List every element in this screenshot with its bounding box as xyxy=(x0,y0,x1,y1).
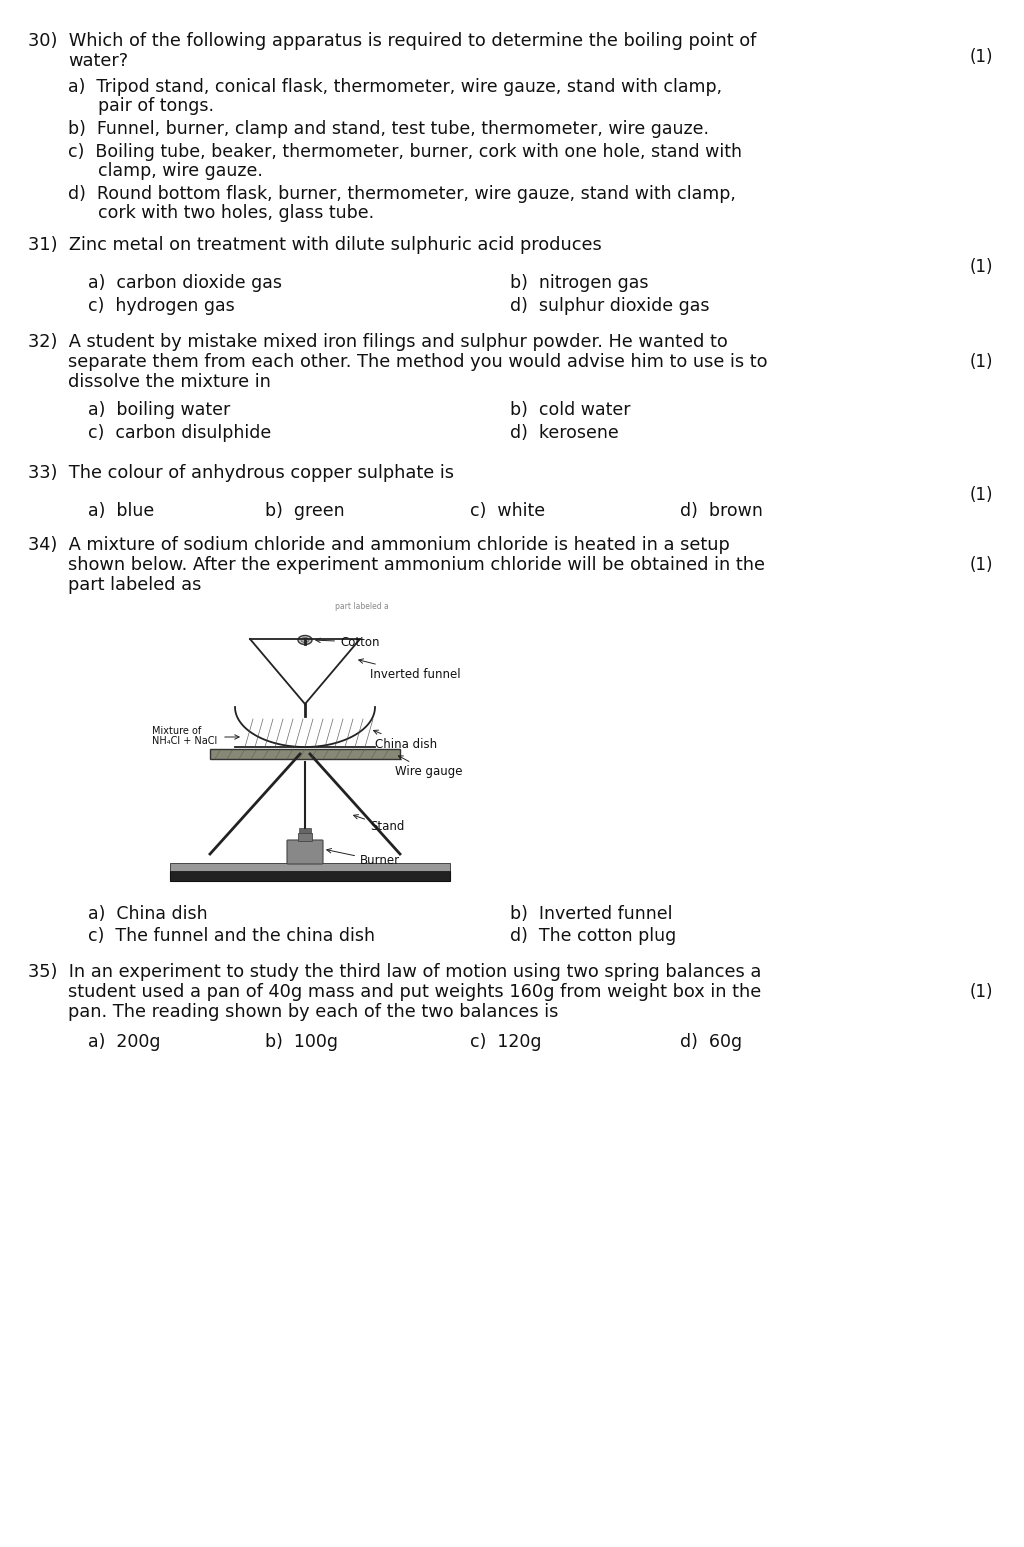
Text: (1): (1) xyxy=(970,982,993,1001)
Ellipse shape xyxy=(298,636,312,645)
Text: Mixture of: Mixture of xyxy=(152,726,202,736)
Text: cork with two holes, glass tube.: cork with two holes, glass tube. xyxy=(98,204,374,223)
Text: d)  60g: d) 60g xyxy=(680,1033,742,1050)
Text: a)  boiling water: a) boiling water xyxy=(88,401,230,419)
Text: d)  brown: d) brown xyxy=(680,501,763,520)
Text: Stand: Stand xyxy=(353,815,404,834)
Text: 33)  The colour of anhydrous copper sulphate is: 33) The colour of anhydrous copper sulph… xyxy=(28,464,454,483)
Text: b)  cold water: b) cold water xyxy=(510,401,631,419)
Bar xyxy=(210,749,400,760)
Text: a)  200g: a) 200g xyxy=(88,1033,161,1050)
Text: b)  100g: b) 100g xyxy=(265,1033,338,1050)
Text: separate them from each other. The method you would advise him to use is to: separate them from each other. The metho… xyxy=(68,353,768,371)
Text: Inverted funnel: Inverted funnel xyxy=(358,659,461,681)
FancyBboxPatch shape xyxy=(287,840,323,865)
Text: pair of tongs.: pair of tongs. xyxy=(98,97,214,114)
Text: c)  120g: c) 120g xyxy=(470,1033,542,1050)
Text: b)  Funnel, burner, clamp and stand, test tube, thermometer, wire gauze.: b) Funnel, burner, clamp and stand, test… xyxy=(68,121,709,138)
Bar xyxy=(170,863,450,871)
Text: c)  white: c) white xyxy=(470,501,545,520)
Text: 34)  A mixture of sodium chloride and ammonium chloride is heated in a setup: 34) A mixture of sodium chloride and amm… xyxy=(28,535,730,554)
Text: (1): (1) xyxy=(970,48,993,67)
Text: clamp, wire gauze.: clamp, wire gauze. xyxy=(98,162,263,179)
Text: (1): (1) xyxy=(970,555,993,574)
Text: 30)  Which of the following apparatus is required to determine the boiling point: 30) Which of the following apparatus is … xyxy=(28,32,757,50)
Text: b)  nitrogen gas: b) nitrogen gas xyxy=(510,274,648,292)
Text: d)  kerosene: d) kerosene xyxy=(510,424,618,442)
Bar xyxy=(298,832,312,842)
Text: (1): (1) xyxy=(970,353,993,371)
Text: part labeled as: part labeled as xyxy=(68,575,202,594)
Text: Wire gauge: Wire gauge xyxy=(395,756,463,778)
Text: c)  hydrogen gas: c) hydrogen gas xyxy=(88,297,234,316)
Text: NH₄Cl + NaCl: NH₄Cl + NaCl xyxy=(152,736,217,746)
Text: c)  carbon disulphide: c) carbon disulphide xyxy=(88,424,271,442)
Text: b)  Inverted funnel: b) Inverted funnel xyxy=(510,905,673,924)
Text: a)  carbon dioxide gas: a) carbon dioxide gas xyxy=(88,274,282,292)
Text: 32)  A student by mistake mixed iron filings and sulphur powder. He wanted to: 32) A student by mistake mixed iron fili… xyxy=(28,333,728,351)
Bar xyxy=(170,871,450,880)
Text: c)  The funnel and the china dish: c) The funnel and the china dish xyxy=(88,927,375,945)
Bar xyxy=(299,828,311,832)
Text: Cotton: Cotton xyxy=(315,636,380,648)
Text: b)  green: b) green xyxy=(265,501,345,520)
Ellipse shape xyxy=(301,637,309,642)
Text: d)  sulphur dioxide gas: d) sulphur dioxide gas xyxy=(510,297,710,316)
Text: China dish: China dish xyxy=(374,730,437,750)
Text: part labeled a: part labeled a xyxy=(335,602,389,611)
Text: pan. The reading shown by each of the two balances is: pan. The reading shown by each of the tw… xyxy=(68,1002,558,1021)
Text: d)  Round bottom flask, burner, thermometer, wire gauze, stand with clamp,: d) Round bottom flask, burner, thermomet… xyxy=(68,186,736,203)
Text: 31)  Zinc metal on treatment with dilute sulphuric acid produces: 31) Zinc metal on treatment with dilute … xyxy=(28,237,602,254)
Text: Burner: Burner xyxy=(327,849,400,868)
Text: a)  China dish: a) China dish xyxy=(88,905,208,924)
Text: 35)  In an experiment to study the third law of motion using two spring balances: 35) In an experiment to study the third … xyxy=(28,962,762,981)
Text: c)  Boiling tube, beaker, thermometer, burner, cork with one hole, stand with: c) Boiling tube, beaker, thermometer, bu… xyxy=(68,142,742,161)
Text: (1): (1) xyxy=(970,486,993,504)
Text: student used a pan of 40g mass and put weights 160g from weight box in the: student used a pan of 40g mass and put w… xyxy=(68,982,761,1001)
Text: d)  The cotton plug: d) The cotton plug xyxy=(510,927,676,945)
Text: dissolve the mixture in: dissolve the mixture in xyxy=(68,373,271,391)
Text: water?: water? xyxy=(68,53,128,70)
Text: a)  blue: a) blue xyxy=(88,501,155,520)
Text: shown below. After the experiment ammonium chloride will be obtained in the: shown below. After the experiment ammoni… xyxy=(68,555,765,574)
Text: (1): (1) xyxy=(970,258,993,275)
Text: a)  Tripod stand, conical flask, thermometer, wire gauze, stand with clamp,: a) Tripod stand, conical flask, thermome… xyxy=(68,77,722,96)
